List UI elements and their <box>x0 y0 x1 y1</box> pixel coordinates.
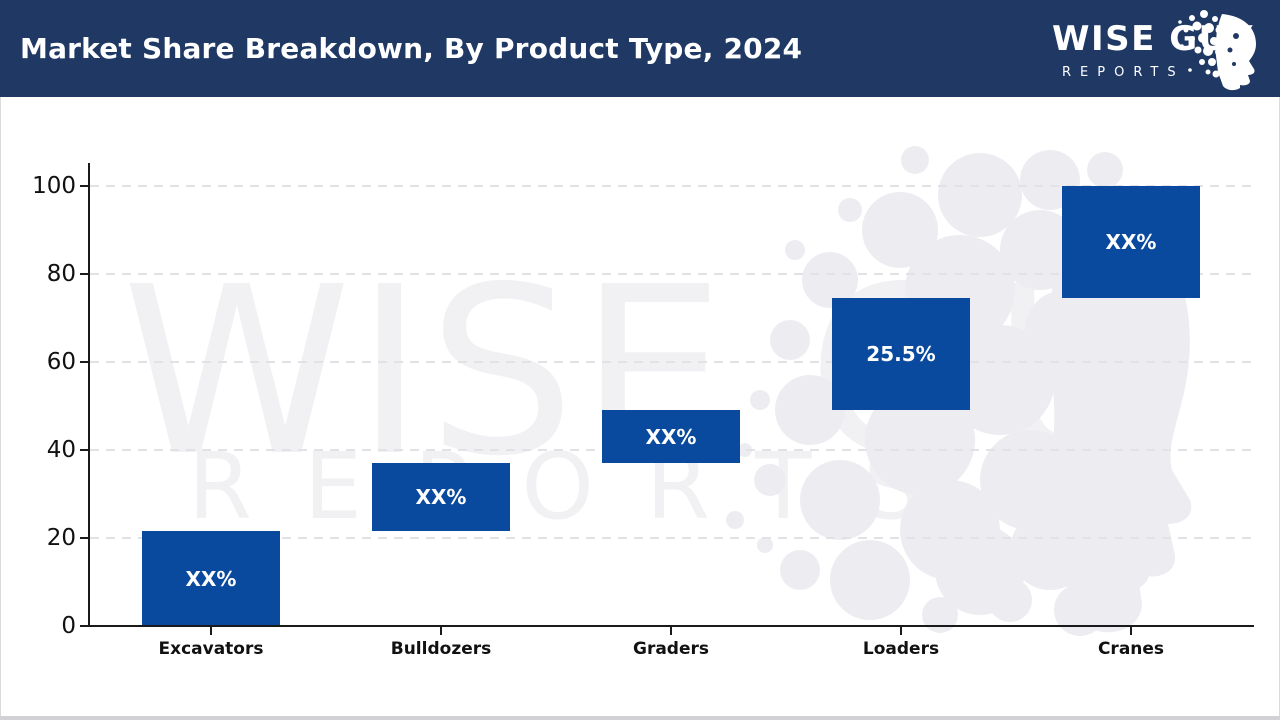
bar-value-label: XX% <box>1105 229 1157 254</box>
y-tick-label-100: 100 <box>32 172 76 199</box>
gridline-y-100 <box>90 184 1254 187</box>
watermark-face-profile-icon <box>1049 190 1192 633</box>
brand-watermark: WISE GU REPORTS <box>122 146 1192 636</box>
bar-graders: XX% <box>602 410 740 463</box>
y-tick-20 <box>80 536 88 539</box>
logo-sub-text: REPORTS <box>1062 65 1185 80</box>
bar-excavators: XX% <box>142 531 280 626</box>
bar-value-label: 25.5% <box>866 341 936 366</box>
bar-value-label: XX% <box>185 566 237 591</box>
page-border-left <box>0 97 1 717</box>
gridline-y-80 <box>90 272 1254 275</box>
y-tick-label-40: 40 <box>46 436 76 463</box>
y-tick-100 <box>80 184 88 187</box>
bar-bulldozers: XX% <box>372 463 510 532</box>
y-tick-label-60: 60 <box>46 348 76 375</box>
bar-loaders: 25.5% <box>832 297 970 411</box>
x-category-label-excavators: Excavators <box>158 639 264 659</box>
y-axis-line <box>88 163 90 627</box>
watermark-sub-text: REPORTS <box>188 433 974 540</box>
footer-bar <box>0 716 1280 720</box>
header-band: Market Share Breakdown, By Product Type,… <box>0 0 1280 97</box>
gridline-y-60 <box>90 360 1254 363</box>
x-category-label-graders: Graders <box>632 639 709 659</box>
wise-guy-reports-logo: WISE GUY REPORTS <box>1052 10 1256 91</box>
y-tick-0 <box>80 625 88 627</box>
y-tick-label-20: 20 <box>46 524 76 551</box>
logo-head-dots-icon <box>1178 10 1223 78</box>
bar-cranes: XX% <box>1062 185 1200 298</box>
x-tick-cranes <box>1130 627 1132 635</box>
y-tick-60 <box>80 360 88 363</box>
y-tick-label-0: 0 <box>61 613 76 639</box>
x-axis-line <box>88 625 1254 627</box>
x-category-label-bulldozers: Bulldozers <box>390 639 492 659</box>
bar-value-label: XX% <box>645 424 697 449</box>
logo-face-profile-icon <box>1215 14 1256 91</box>
x-category-label-cranes: Cranes <box>1097 639 1165 659</box>
bar-value-label: XX% <box>415 485 467 510</box>
y-tick-label-80: 80 <box>46 260 76 287</box>
x-tick-graders <box>670 627 672 635</box>
y-tick-40 <box>80 448 88 451</box>
x-tick-loaders <box>900 627 902 635</box>
gridline-y-20 <box>90 536 1254 539</box>
x-category-label-loaders: Loaders <box>862 639 940 659</box>
watermark-head-dots-icon <box>726 146 1192 636</box>
y-tick-80 <box>80 272 88 275</box>
x-tick-bulldozers <box>440 627 442 635</box>
page-title: Market Share Breakdown, By Product Type,… <box>20 32 803 65</box>
x-tick-excavators <box>210 627 212 635</box>
